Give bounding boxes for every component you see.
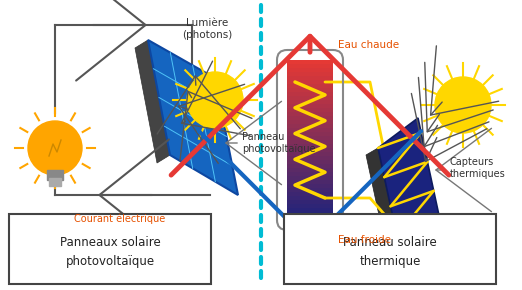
FancyBboxPatch shape bbox=[287, 140, 333, 144]
FancyBboxPatch shape bbox=[287, 88, 333, 93]
Polygon shape bbox=[378, 118, 440, 250]
FancyBboxPatch shape bbox=[287, 116, 333, 121]
Polygon shape bbox=[148, 40, 238, 195]
FancyBboxPatch shape bbox=[287, 96, 333, 101]
FancyBboxPatch shape bbox=[287, 208, 333, 213]
FancyBboxPatch shape bbox=[287, 216, 333, 220]
FancyBboxPatch shape bbox=[287, 92, 333, 97]
FancyBboxPatch shape bbox=[287, 100, 333, 104]
Text: Eau froide: Eau froide bbox=[338, 235, 391, 245]
FancyBboxPatch shape bbox=[287, 76, 333, 81]
FancyBboxPatch shape bbox=[287, 180, 333, 184]
Text: Lumière
(photons): Lumière (photons) bbox=[182, 18, 232, 40]
FancyBboxPatch shape bbox=[287, 200, 333, 204]
FancyBboxPatch shape bbox=[287, 184, 333, 189]
FancyBboxPatch shape bbox=[287, 156, 333, 160]
Text: Panneaux solaire
photovoltaïque: Panneaux solaire photovoltaïque bbox=[60, 236, 160, 268]
Polygon shape bbox=[135, 40, 170, 163]
Circle shape bbox=[187, 72, 243, 128]
FancyBboxPatch shape bbox=[287, 136, 333, 140]
FancyBboxPatch shape bbox=[287, 160, 333, 164]
FancyBboxPatch shape bbox=[287, 84, 333, 88]
FancyBboxPatch shape bbox=[287, 144, 333, 148]
FancyBboxPatch shape bbox=[287, 104, 333, 108]
FancyBboxPatch shape bbox=[47, 170, 63, 180]
FancyBboxPatch shape bbox=[9, 214, 211, 284]
FancyBboxPatch shape bbox=[287, 120, 333, 124]
FancyBboxPatch shape bbox=[49, 178, 61, 186]
FancyBboxPatch shape bbox=[287, 168, 333, 173]
Text: Panneau
photovoltaïque: Panneau photovoltaïque bbox=[242, 132, 315, 154]
FancyBboxPatch shape bbox=[287, 196, 333, 200]
FancyBboxPatch shape bbox=[284, 214, 496, 284]
Text: Capteurs
thermiques: Capteurs thermiques bbox=[450, 157, 506, 179]
FancyBboxPatch shape bbox=[287, 152, 333, 157]
Circle shape bbox=[435, 77, 491, 133]
FancyBboxPatch shape bbox=[287, 80, 333, 84]
FancyBboxPatch shape bbox=[287, 72, 333, 77]
Text: Courant électrique: Courant électrique bbox=[74, 213, 165, 224]
FancyBboxPatch shape bbox=[287, 176, 333, 180]
FancyBboxPatch shape bbox=[287, 188, 333, 193]
FancyBboxPatch shape bbox=[287, 148, 333, 153]
FancyBboxPatch shape bbox=[287, 204, 333, 209]
FancyBboxPatch shape bbox=[287, 112, 333, 117]
FancyBboxPatch shape bbox=[287, 132, 333, 137]
FancyBboxPatch shape bbox=[287, 68, 333, 72]
FancyBboxPatch shape bbox=[287, 128, 333, 133]
FancyBboxPatch shape bbox=[287, 212, 333, 217]
Text: Eau chaude: Eau chaude bbox=[338, 40, 399, 50]
FancyBboxPatch shape bbox=[287, 64, 333, 68]
Circle shape bbox=[28, 121, 82, 175]
FancyBboxPatch shape bbox=[287, 124, 333, 128]
FancyBboxPatch shape bbox=[287, 192, 333, 197]
FancyBboxPatch shape bbox=[287, 172, 333, 177]
Polygon shape bbox=[366, 148, 400, 257]
Text: Panneau solaire
thermique: Panneau solaire thermique bbox=[343, 236, 437, 268]
FancyBboxPatch shape bbox=[287, 164, 333, 168]
FancyBboxPatch shape bbox=[287, 60, 333, 64]
FancyBboxPatch shape bbox=[287, 108, 333, 113]
